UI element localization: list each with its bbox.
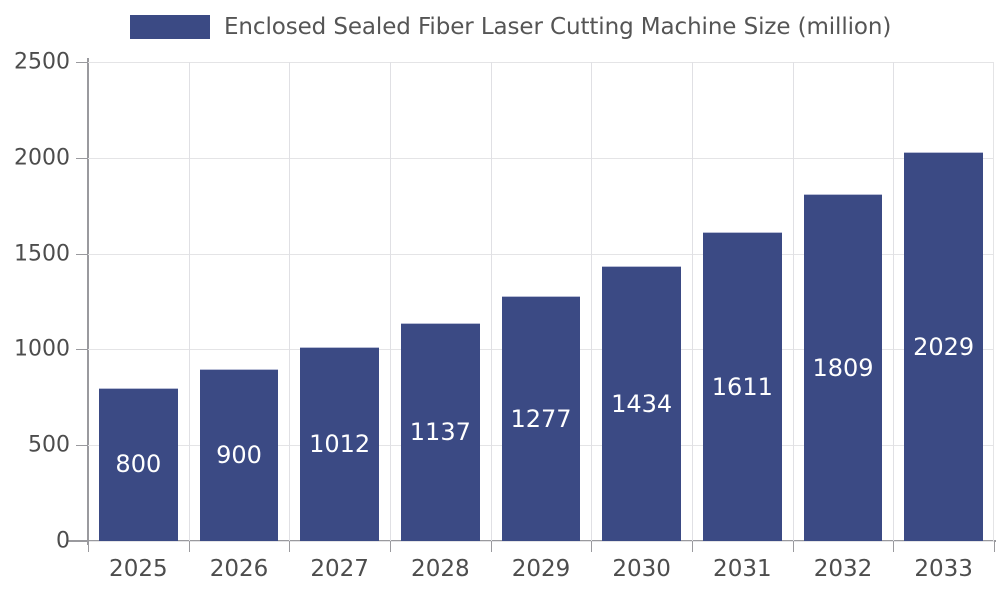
y-tick-mark: [76, 253, 87, 255]
x-tick-label: 2025: [109, 556, 168, 582]
bar[interactable]: [300, 347, 379, 541]
x-tick-mark: [692, 541, 693, 552]
bar[interactable]: [501, 296, 581, 541]
gridline-vertical: [792, 62, 794, 541]
y-tick-label: 1000: [14, 336, 70, 362]
plot-area: 800 900 1012 1137 1277 1434 1611 1809 2029: [88, 62, 994, 542]
gridline-vertical: [289, 62, 291, 541]
gridline-vertical: [188, 62, 190, 541]
y-tick-label: 2000: [14, 145, 70, 171]
gridline-horizontal: [88, 253, 994, 255]
gridline-horizontal: [88, 62, 994, 63]
y-tick-mark: [76, 62, 87, 63]
gridline-vertical: [893, 62, 895, 541]
gridline-horizontal: [88, 157, 994, 159]
bar[interactable]: [803, 194, 883, 541]
gridline-horizontal: [88, 541, 994, 542]
chart-legend: Enclosed Sealed Fiber Laser Cutting Mach…: [130, 12, 891, 42]
y-tick-label: 2500: [14, 49, 70, 75]
y-tick-mark: [76, 157, 87, 159]
x-tick-mark: [893, 541, 895, 552]
x-tick-mark: [390, 541, 391, 552]
gridline-vertical: [390, 62, 391, 541]
x-tick-mark: [289, 541, 291, 552]
y-tick-mark: [76, 445, 87, 447]
x-tick-label: 2029: [511, 556, 571, 582]
bar[interactable]: [703, 232, 782, 541]
gridline-vertical: [591, 62, 593, 541]
x-tick-mark: [994, 541, 995, 552]
bar[interactable]: [401, 323, 480, 541]
legend-color-swatch: [130, 15, 210, 39]
gridline-vertical: [490, 62, 492, 541]
x-tick-mark: [88, 541, 89, 552]
bar[interactable]: [904, 152, 983, 541]
y-tick-mark: [76, 349, 87, 351]
y-tick-mark: [76, 541, 87, 542]
x-tick-label: 2030: [612, 556, 671, 582]
x-tick-mark: [188, 541, 190, 552]
x-tick-label: 2026: [209, 556, 269, 582]
y-tick-label: 0: [56, 528, 70, 554]
x-tick-mark: [490, 541, 492, 552]
y-axis-spine: [87, 58, 89, 545]
x-tick-label: 2028: [411, 556, 470, 582]
x-tick-label: 2031: [713, 556, 772, 582]
x-tick-mark: [792, 541, 794, 552]
bar[interactable]: [99, 387, 178, 541]
x-tick-label: 2027: [310, 556, 369, 582]
legend-label: Enclosed Sealed Fiber Laser Cutting Mach…: [224, 14, 892, 40]
plot-right-border: [993, 62, 994, 541]
y-tick-label: 1500: [14, 241, 70, 267]
x-tick-label: 2032: [813, 556, 873, 582]
x-tick-label: 2033: [914, 556, 973, 582]
gridline-vertical: [692, 62, 693, 541]
bar[interactable]: [602, 266, 681, 541]
bar[interactable]: [199, 368, 279, 541]
y-tick-label: 500: [28, 432, 70, 458]
x-tick-mark: [591, 541, 593, 552]
